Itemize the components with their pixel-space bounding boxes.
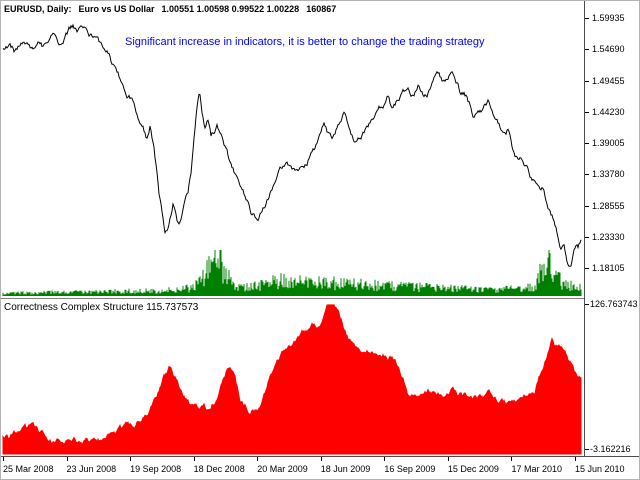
time-axis-tick [320, 457, 322, 461]
symbol-period-label: EURUSD, Daily: [4, 4, 72, 14]
chart-header: EURUSD, Daily: Euro vs US Dollar 1.00551 1… [4, 4, 343, 14]
price-line [2, 23, 582, 267]
annotation-text-object: Significant increase in indicators, it i… [125, 36, 485, 48]
time-axis-tick [575, 457, 576, 461]
ohlc-values: 1.00551 1.00598 0.99522 1.00228 [161, 4, 300, 14]
price-scale[interactable]: 1.59935 1.54690 1.49455 1.44230 1.39005 1.337… [585, 1, 639, 456]
time-axis-tick [66, 457, 68, 461]
date-label: 18 Dec 2008 [193, 464, 245, 474]
price-scale-label: 1.44230 [592, 106, 625, 117]
time-axis-tick [511, 457, 513, 461]
date-label: 16 Sep 2009 [384, 464, 436, 474]
price-scale-label: 1.23330 [592, 231, 625, 242]
symbol-description: Euro vs US Dollar [78, 4, 155, 14]
time-axis-tick [447, 457, 449, 461]
time-axis-tick [384, 457, 386, 461]
time-axis[interactable]: 25 Mar 2008 23 Jun 2008 19 Sep 2008 18 Dec … [1, 456, 639, 479]
price-scale-tick [585, 268, 589, 269]
indicator-name-label: Correctness Complex Structure 115.737573 [4, 302, 199, 313]
date-label: 17 Mar 2010 [511, 464, 562, 474]
price-scale-tick [585, 205, 589, 207]
time-axis-tick [130, 457, 132, 461]
scale-separator-line [584, 1, 585, 456]
price-scale-label: 1.54690 [592, 44, 625, 55]
indicator-scale-label: 126.763743 [590, 299, 638, 309]
price-scale-tick [585, 18, 589, 19]
date-label: 19 Sep 2008 [130, 464, 182, 474]
price-scale-tick [585, 49, 589, 51]
panel-splitter[interactable] [1, 298, 639, 299]
price-scale-tick [585, 143, 589, 144]
indicator-scale-tick [585, 304, 589, 305]
indicator-chart-plot[interactable] [1, 299, 584, 456]
price-scale-tick [585, 111, 589, 113]
price-scale-tick [585, 174, 589, 176]
time-axis-tick [193, 457, 195, 461]
price-scale-tick [585, 80, 589, 82]
volume-bars [2, 250, 582, 296]
date-label: 25 Mar 2008 [3, 464, 54, 474]
date-label: 23 Jun 2008 [66, 464, 117, 474]
price-chart-plot[interactable] [1, 1, 584, 298]
price-scale-label: 1.18105 [592, 263, 625, 273]
price-scale-label: 1.39005 [592, 138, 625, 148]
volume-value: 160867 [306, 4, 337, 14]
indicator-area [2, 304, 582, 455]
price-scale-label: 1.49455 [592, 75, 625, 86]
date-label: 15 Dec 2009 [447, 464, 499, 474]
price-scale-tick [585, 236, 589, 238]
date-label: 18 Jun 2009 [320, 464, 371, 474]
price-scale-label: 1.33780 [592, 169, 625, 180]
price-scale-label: 1.28555 [592, 200, 625, 211]
date-label: 15 Jun 2010 [575, 464, 625, 474]
time-axis-tick [257, 457, 259, 461]
date-label: 20 Mar 2009 [257, 464, 308, 474]
indicator-scale-label: -3.162216 [590, 444, 631, 454]
indicator-scale-tick [585, 449, 589, 450]
time-axis-tick [3, 457, 4, 461]
price-scale-label: 1.59935 [592, 13, 625, 23]
